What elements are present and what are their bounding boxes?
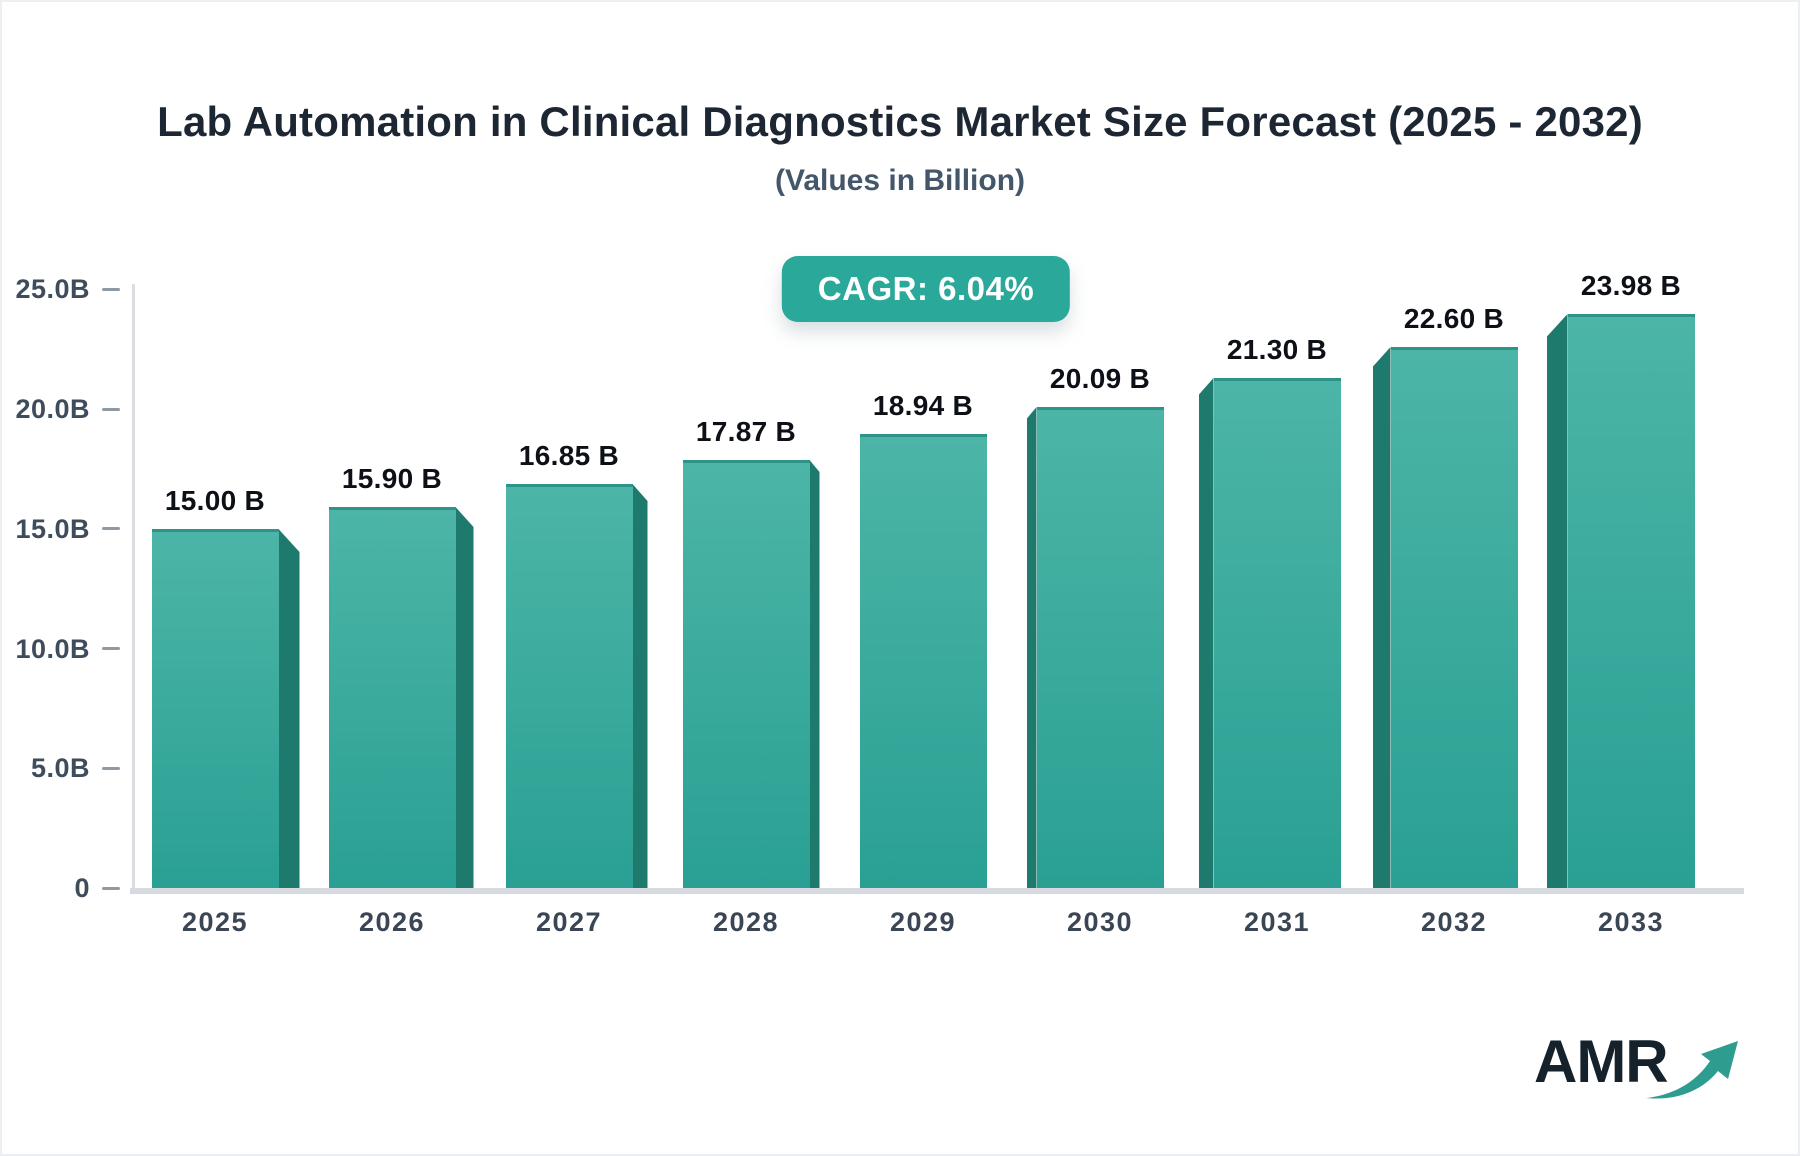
bar-side — [632, 484, 648, 890]
page-subtitle: (Values in Billion) — [774, 164, 1026, 197]
bar-value-label: 20.09 B — [1049, 363, 1151, 394]
x-axis-label: 2025 — [181, 907, 249, 937]
x-axis-label: 2028 — [712, 907, 780, 937]
bar-face — [505, 484, 633, 890]
y-tick — [102, 407, 120, 411]
x-axis-label: 2026 — [358, 907, 426, 937]
bar-value-label: 16.85 B — [518, 440, 620, 471]
brand-logo: AMR — [1534, 1032, 1744, 1122]
bar-face — [1567, 314, 1695, 890]
bar-face — [328, 507, 456, 890]
y-tick — [102, 886, 120, 890]
brand-logo-text: AMR — [1534, 1028, 1669, 1095]
bar-side — [455, 507, 474, 890]
y-tick — [102, 527, 120, 531]
x-axis-label: 2029 — [889, 907, 957, 937]
bar-face — [151, 529, 279, 890]
bar-face — [1036, 407, 1164, 890]
y-tick-label: 10.0B — [15, 633, 90, 664]
bar-side — [809, 460, 820, 890]
x-axis-label: 2033 — [1597, 907, 1665, 937]
bar-face — [682, 460, 810, 890]
y-tick-label: 0 — [74, 873, 90, 903]
x-axis-label: 2027 — [535, 907, 603, 937]
y-tick — [102, 647, 120, 650]
bar-value-label: 17.87 B — [695, 416, 797, 447]
bar-side — [1198, 378, 1214, 890]
bar-value-label: 15.90 B — [341, 463, 443, 494]
x-baseline — [130, 887, 1744, 894]
bar-side — [1546, 314, 1568, 890]
bar-value-label: 18.94 B — [872, 390, 974, 421]
y-tick-label: 25.0B — [15, 274, 90, 305]
x-axis-label: 2030 — [1066, 907, 1134, 937]
bar-value-label: 22.60 B — [1403, 303, 1505, 334]
bar-value-label: 23.98 B — [1580, 270, 1682, 301]
bar-side — [1372, 347, 1391, 890]
y-tick — [102, 766, 120, 770]
y-tick-label: 20.0B — [15, 394, 90, 424]
page-title: Lab Automation in Clinical Diagnostics M… — [157, 98, 1643, 145]
y-tick-label: 15.0B — [15, 513, 90, 544]
bar-side — [1026, 407, 1037, 890]
y-tick-label: 5.0B — [30, 753, 90, 784]
x-axis-label: 2032 — [1420, 907, 1488, 937]
cagr-badge: CAGR: 6.04% — [781, 256, 1071, 322]
bar-face — [1213, 378, 1341, 890]
bar-face — [859, 434, 987, 890]
bar-value-label: 21.30 B — [1226, 334, 1328, 365]
x-axis-label: 2031 — [1243, 907, 1311, 937]
growth-arrow-icon — [1646, 1041, 1738, 1099]
bar-face — [1390, 347, 1518, 890]
y-tick — [102, 287, 120, 291]
bar-side — [278, 529, 300, 890]
bar-value-label: 15.00 B — [164, 485, 266, 516]
y-axis-line — [132, 284, 135, 894]
